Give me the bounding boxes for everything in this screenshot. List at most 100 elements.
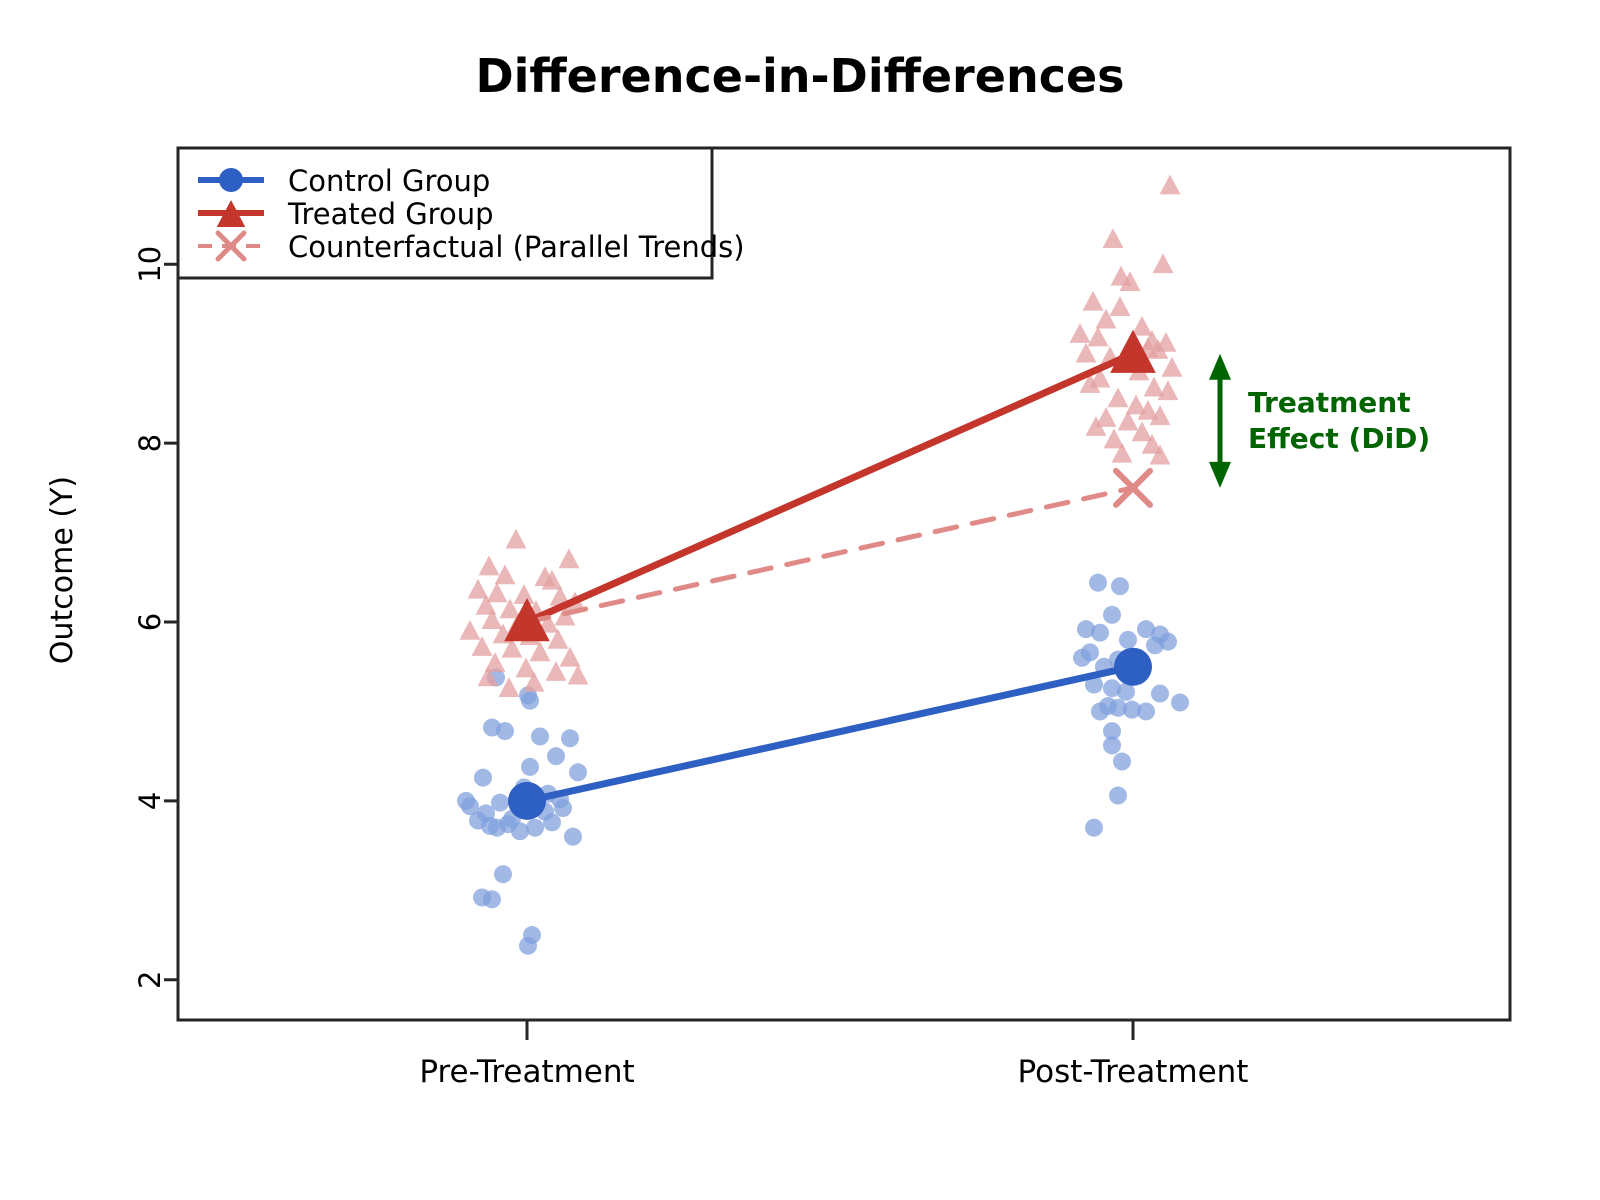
scatter-point-treated (1137, 399, 1159, 420)
scatter-point-treated (1117, 410, 1139, 431)
scatter-point-treated (471, 636, 493, 656)
legend-item-2[interactable]: Counterfactual (Parallel Trends) (198, 230, 745, 264)
scatter-point-control (1117, 682, 1135, 701)
scatter-point-treated (475, 594, 497, 615)
scatter-point-treated (1109, 296, 1131, 316)
scatter-point-treated (1103, 428, 1125, 449)
series-marker-counterfactual (1113, 467, 1153, 508)
scatter-point-treated (501, 637, 523, 658)
plot-frame (176, 146, 1512, 1022)
series-line-0 (523, 663, 1137, 805)
scatter-point-treated (1119, 271, 1141, 291)
legend-item-1[interactable]: Treated Group (198, 197, 493, 231)
scatter-point-treated (547, 628, 569, 649)
scatter-point-control (494, 865, 512, 884)
scatter-point-control (483, 890, 501, 909)
scatter-point-control (474, 768, 492, 787)
x-tick-label: Post-Treatment (1018, 1054, 1249, 1090)
scatter-point-treated (559, 646, 581, 667)
scatter-point-control (483, 718, 501, 737)
scatter-point-treated (523, 671, 545, 692)
scatter-point-treated (1131, 315, 1153, 336)
scatter-point-treated (1069, 323, 1091, 343)
scatter-point-control (1137, 702, 1155, 721)
scatter-point-control (457, 791, 475, 810)
arrow-head-up-icon (1209, 353, 1231, 380)
scatter-point-control (564, 827, 582, 846)
scatter-point-treated (545, 661, 567, 681)
series-marker-treated (1110, 329, 1156, 373)
scatter-point-control (1137, 620, 1155, 639)
scatter-point-treated (558, 548, 580, 569)
scatter-point-treated (1082, 290, 1104, 311)
scatter-point-treated (1079, 373, 1101, 393)
legend-triangle-icon (216, 200, 246, 227)
scatter-point-treated (1107, 387, 1129, 408)
scatter-point-treated (1085, 416, 1107, 436)
scatter-point-control (1085, 675, 1103, 694)
y-tick-label: 8 (133, 434, 167, 452)
scatter-point-control (519, 936, 537, 955)
legend-label: Treated Group (287, 197, 493, 231)
scatter-point-control (569, 763, 587, 782)
scatter-point-treated (505, 528, 527, 549)
scatter-point-control (547, 747, 565, 766)
scatter-point-treated (1161, 357, 1183, 377)
scatter-point-control (1151, 684, 1169, 703)
scatter-point-control (1091, 623, 1109, 642)
scatter-point-treated (1147, 339, 1169, 359)
series-line-1 (523, 350, 1137, 626)
legend-item-0[interactable]: Control Group (198, 164, 490, 198)
treatment-effect-label-line1: Treatment (1248, 386, 1411, 419)
scatter-point-treated (494, 564, 516, 585)
scatter-point-treated (478, 555, 500, 576)
scatter-point-control (1109, 698, 1127, 717)
scatter-point-control (1077, 620, 1095, 639)
scatter-point-treated (467, 578, 489, 599)
scatter-point-control (1073, 648, 1091, 667)
scatter-point-control (1111, 577, 1129, 596)
scatter-point-control (1091, 702, 1109, 721)
scatter-point-treated (1141, 433, 1163, 454)
scatter-point-control (1103, 679, 1121, 698)
chart-title: Difference-in-Differences (475, 49, 1124, 103)
scatter-point-treated (1152, 253, 1174, 274)
series-lines-layer (523, 350, 1137, 805)
y-tick-label: 10 (133, 246, 167, 283)
legend-label: Control Group (288, 164, 490, 198)
y-axis-label: Outcome (Y) (45, 476, 80, 664)
scatter-point-treated (1125, 394, 1147, 415)
scatter-point-control (481, 816, 499, 835)
scatter-point-control (521, 757, 539, 776)
scatter-point-control (531, 727, 549, 746)
legend-x-icon (215, 230, 247, 262)
x-stroke-2 (1113, 467, 1153, 508)
scatter-point-treated (537, 612, 559, 633)
scatter-point-control (1103, 736, 1121, 755)
scatter-point-control (561, 729, 579, 748)
y-tick-label: 2 (133, 971, 167, 989)
scatter-point-control (1123, 700, 1141, 719)
scatter-point-treated (541, 569, 563, 590)
scatter-point-treated (1095, 308, 1117, 329)
scatter-point-treated (481, 609, 503, 630)
scatter-point-control (491, 793, 509, 812)
scatter-point-treated (529, 641, 551, 662)
series-markers-layer (504, 329, 1156, 820)
scatter-point-control (1103, 605, 1121, 624)
series-line-2 (524, 485, 1136, 625)
scatter-point-treated (549, 585, 571, 606)
series-marker-treated (504, 598, 550, 642)
scatter-point-control (1089, 573, 1107, 592)
scatter-point-treated (484, 652, 506, 672)
y-tick-label: 4 (133, 792, 167, 810)
x-stroke-2 (215, 230, 247, 262)
y-axis-ticks: 2 4 6 8 10 (133, 246, 178, 989)
scatter-point-control (521, 691, 539, 710)
scatter-point-control (1085, 818, 1103, 837)
scatter-point-treated (1157, 380, 1179, 401)
